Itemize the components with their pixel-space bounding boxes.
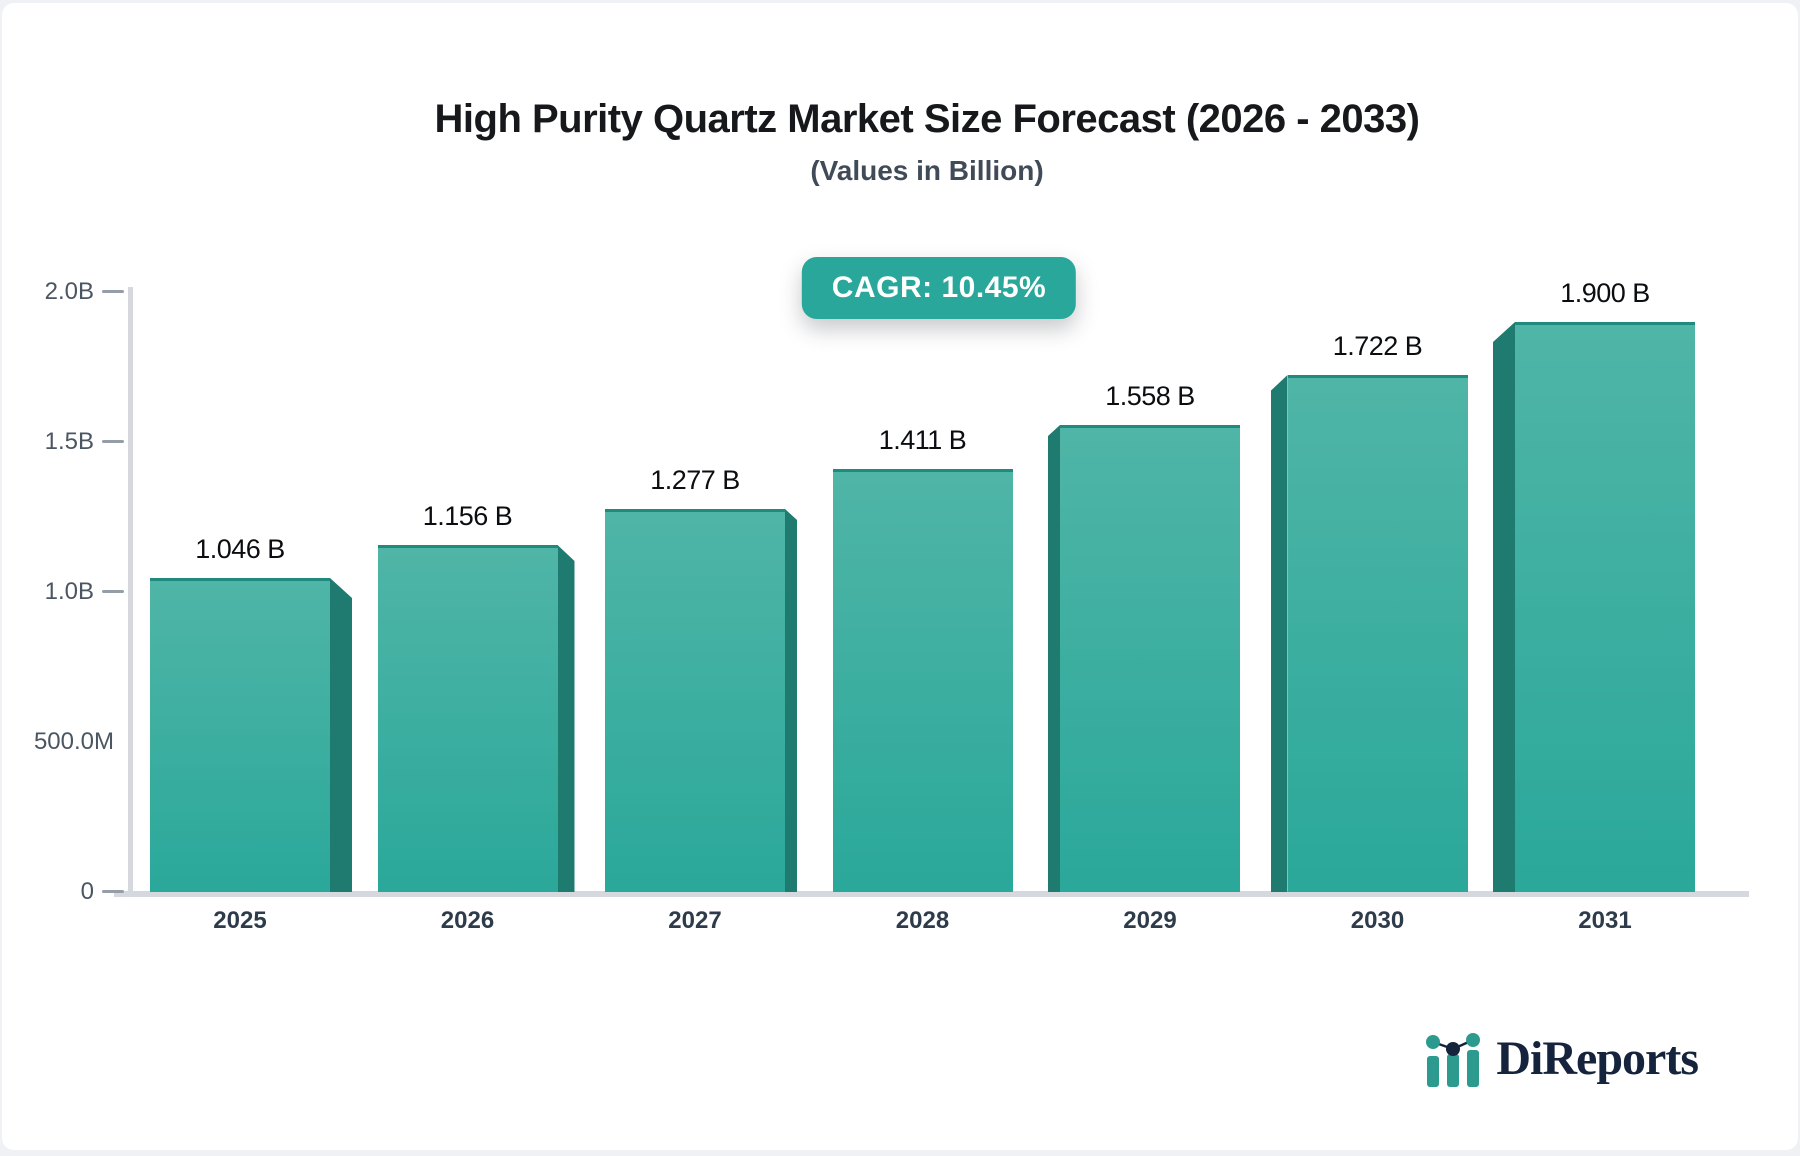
bar-2029	[1060, 425, 1240, 892]
bar-2028	[832, 469, 1013, 892]
y-axis-tick-mark	[102, 890, 124, 893]
chart-title: High Purity Quartz Market Size Forecast …	[434, 97, 1420, 141]
bar-side-2029	[1048, 425, 1060, 892]
y-axis-tick-mark	[102, 440, 124, 443]
bar-value-label: 1.558 B	[1105, 381, 1195, 411]
chart-card: High Purity Quartz Market Size Forecast …	[2, 3, 1798, 1150]
brand-logo-text: DiReports	[1496, 1031, 1699, 1085]
y-axis-tick-mark	[102, 290, 124, 293]
y-axis-tick-label: 1.5B	[44, 428, 94, 455]
cagr-badge: CAGR: 10.45%	[801, 257, 1077, 319]
bar-value-label: 1.046 B	[195, 534, 285, 564]
bar-chart-logo-icon	[1426, 1033, 1481, 1087]
x-axis-label-2025: 2025	[213, 907, 267, 934]
bar-value-label: 1.411 B	[878, 425, 967, 455]
bar-value-label: 1.277 B	[650, 465, 740, 495]
plot-area: 2.0B 1.5B 1.0B 500.0M 0 1.046 B 2025 1.156 B 202…	[2, 3, 1798, 1150]
y-axis-line	[128, 287, 133, 895]
bar-side-2030	[1270, 375, 1288, 892]
x-axis-label-2027: 2027	[668, 907, 722, 934]
chart-subtitle: (Values in Billion)	[810, 155, 1044, 186]
x-axis-line	[114, 891, 1749, 897]
x-axis-label-2029: 2029	[1123, 907, 1177, 934]
x-axis-label-2030: 2030	[1350, 907, 1405, 934]
y-axis-tick-mark	[102, 590, 124, 593]
bar-2031	[1515, 322, 1695, 892]
y-axis-tick-label: 500.0M	[33, 728, 114, 755]
y-axis-tick-label: 0	[80, 878, 94, 905]
bar-side-2027	[785, 509, 797, 892]
bar-side-2026	[557, 545, 575, 892]
brand-logo: DiReports	[1424, 1029, 1699, 1087]
bar-value-label: 1.900 B	[1560, 278, 1650, 308]
x-axis-label-2028: 2028	[895, 907, 950, 934]
bar-2030	[1287, 375, 1468, 892]
x-axis-label-2031: 2031	[1578, 907, 1632, 934]
bar-side-2025	[330, 578, 352, 892]
y-axis-tick-label: 1.0B	[44, 578, 94, 605]
bar-2027	[605, 509, 785, 892]
bar-2025	[150, 578, 330, 892]
bar-value-label: 1.156 B	[422, 501, 513, 531]
bar-value-label: 1.722 B	[1332, 331, 1423, 361]
x-axis-label-2026: 2026	[440, 907, 495, 934]
bar-side-2031	[1493, 322, 1515, 892]
y-axis-tick-label: 2.0B	[44, 278, 94, 305]
bar-2026	[377, 545, 558, 892]
